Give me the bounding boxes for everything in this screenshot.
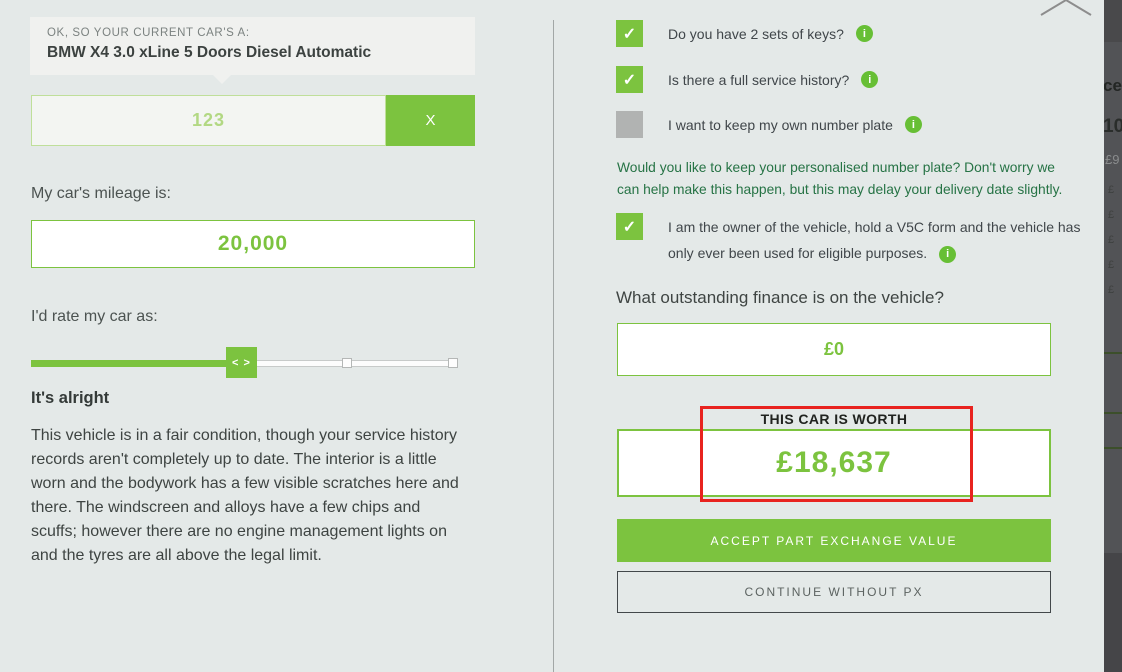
checkbox-row-owner-declaration: ✓ I am the owner of the vehicle, hold a … [616,213,1080,266]
keys-checkbox-label: Do you have 2 sets of keys? [668,25,844,42]
clear-registration-button[interactable]: X [386,95,475,146]
info-icon[interactable]: i [855,25,873,42]
background-text-fragment: £ [1108,184,1115,196]
number-plate-checkbox[interactable]: ✓ [616,111,643,138]
background-divider-line [1104,352,1122,354]
service-history-checkbox-label: Is there a full service history? [668,71,850,88]
background-text-fragment: ce [1104,76,1122,95]
check-icon: ✓ [622,25,637,43]
slider-arrows-icon: < > [232,356,251,369]
condition-rating-title: It's alright [31,389,110,407]
background-divider-line [1104,447,1122,449]
background-header-block [1104,0,1122,42]
owner-declaration-line1: I am the owner of the vehicle, hold a V5… [668,219,1081,235]
plate-note-line1: Would you like to keep your personalised… [617,160,1055,175]
background-footer-block [1104,553,1122,672]
current-car-title: BMW X4 3.0 xLine 5 Doors Diesel Automati… [47,44,372,61]
current-car-kicker: OK, SO YOUR CURRENT CAR'S A: [47,27,250,39]
owner-declaration-checkbox[interactable]: ✓ [616,213,643,240]
condition-label: I'd rate my car as: [31,308,158,325]
accept-part-exchange-button[interactable]: ACCEPT PART EXCHANGE VALUE [617,519,1051,562]
current-car-card: OK, SO YOUR CURRENT CAR'S A: BMW X4 3.0 … [30,17,475,84]
slider-step-marker[interactable] [342,358,352,368]
background-text-fragment: £ [1108,209,1115,221]
mileage-label: My car's mileage is: [31,185,171,202]
registration-input[interactable]: 123 [31,95,386,146]
slider-step-marker[interactable] [448,358,458,368]
valuation-value: £18,637 [617,429,1051,497]
keys-checkbox[interactable]: ✓ [616,20,643,47]
condition-description: This vehicle is in a fair condition, tho… [31,427,459,564]
check-icon: ✓ [622,71,637,89]
background-text-fragment: 100 [1104,116,1122,137]
plate-note-line2: can help make this happen, but this may … [617,182,1063,197]
checkbox-row-number-plate: ✓ I want to keep my own number plate i [616,111,922,138]
owner-declaration-line2: only ever been used for eligible purpose… [668,245,928,261]
background-text-fragment: £ [1108,259,1115,271]
info-icon[interactable]: i [861,71,879,88]
column-divider [553,20,554,672]
background-text-fragment: £ [1108,234,1115,246]
dimmed-background-page: ce 100 £9 £ £ £ £ £ [1104,0,1122,672]
slider-track-fill [31,360,242,367]
valuation-label: THIS CAR IS WORTH [760,411,908,427]
check-icon: ✓ [622,218,637,236]
plate-note: Would you like to keep your personalised… [617,157,1077,201]
card-pointer [213,75,231,84]
background-text-fragment: £9 [1105,152,1120,167]
checkbox-row-service-history: ✓ Is there a full service history? i [616,66,879,93]
checkbox-row-keys: ✓ Do you have 2 sets of keys? i [616,20,873,47]
service-history-checkbox[interactable]: ✓ [616,66,643,93]
mileage-input[interactable]: 20,000 [31,220,475,268]
number-plate-checkbox-label: I want to keep my own number plate [668,116,893,133]
finance-input[interactable]: £0 [617,323,1051,376]
slider-handle[interactable]: < > [226,347,257,378]
info-icon[interactable]: i [939,245,957,263]
info-icon[interactable]: i [904,116,922,133]
collapse-chevron-icon[interactable] [1040,0,1092,16]
condition-slider[interactable]: < > [31,345,458,380]
owner-declaration-label: I am the owner of the vehicle, hold a V5… [668,214,1080,266]
continue-without-px-button[interactable]: CONTINUE WITHOUT PX [617,571,1051,613]
finance-question: What outstanding finance is on the vehic… [616,288,944,307]
background-text-fragment: £ [1108,284,1115,296]
registration-row: 123 X [31,95,475,146]
background-divider-line [1104,412,1122,414]
